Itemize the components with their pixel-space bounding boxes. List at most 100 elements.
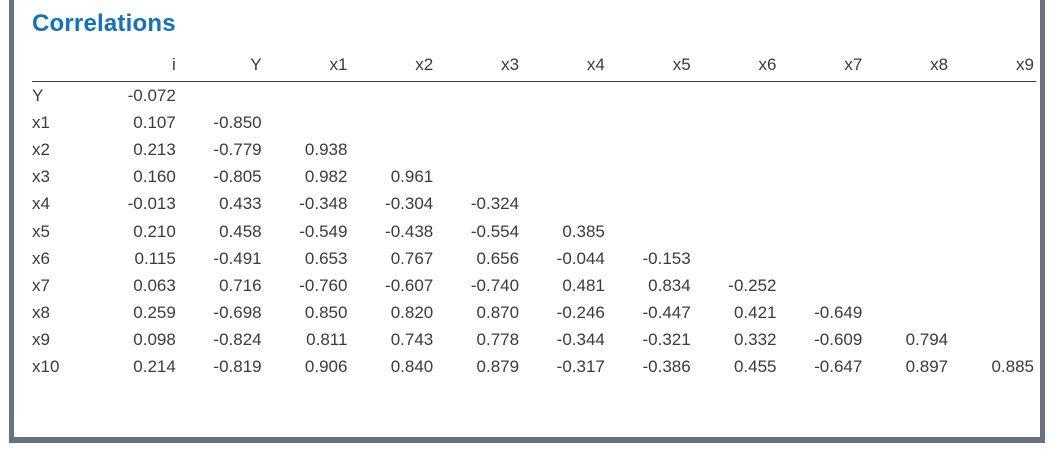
row-label: x2 bbox=[32, 139, 50, 159]
correlation-cell bbox=[950, 300, 1036, 327]
correlation-cell: 0.656 bbox=[476, 248, 520, 268]
correlation-cell bbox=[264, 109, 350, 136]
column-header: x1 bbox=[263, 53, 350, 82]
correlation-cell: 0.850 bbox=[304, 303, 348, 323]
correlation-cell bbox=[950, 82, 1036, 110]
correlation-cell: 0.897 bbox=[905, 357, 949, 377]
correlation-cell: 0.743 bbox=[390, 330, 434, 350]
correlation-cell bbox=[521, 82, 607, 110]
correlation-cell: -0.321 bbox=[642, 330, 691, 350]
table-row: x1 0.107 -0.850 bbox=[32, 109, 1036, 136]
correlation-cell bbox=[693, 109, 779, 136]
column-header: i bbox=[92, 53, 178, 82]
correlation-cell bbox=[693, 191, 779, 218]
correlation-cell: -0.438 bbox=[385, 221, 434, 241]
correlation-cell bbox=[950, 136, 1036, 163]
correlation-cell: -0.554 bbox=[470, 221, 520, 241]
correlation-cell bbox=[779, 218, 865, 245]
correlation-cell: 0.794 bbox=[905, 330, 949, 350]
correlation-cell: -0.344 bbox=[556, 330, 605, 350]
row-label: x6 bbox=[32, 248, 50, 268]
correlation-cell bbox=[693, 82, 779, 110]
correlation-cell: 0.870 bbox=[476, 303, 520, 323]
table-row: x7 0.063 0.716 -0.760 -0.607 -0.740 0.481 0.834… bbox=[32, 272, 1036, 299]
correlation-cell bbox=[435, 109, 521, 136]
table-body: Y -0.072 x1 0.107 -0.850 x2 0.213 -0.779 0.938 x3… bbox=[32, 82, 1036, 382]
correlation-cell bbox=[349, 82, 435, 110]
column-header: x8 bbox=[864, 53, 951, 82]
correlation-cell: -0.819 bbox=[213, 357, 262, 377]
correlation-cell: 0.885 bbox=[991, 357, 1034, 377]
correlation-cell: -0.386 bbox=[642, 357, 691, 377]
correlation-cell: -0.044 bbox=[556, 248, 605, 268]
correlation-cell: 0.098 bbox=[133, 330, 176, 350]
correlation-cell bbox=[779, 109, 865, 136]
correlation-cell bbox=[693, 136, 779, 163]
correlation-cell: 0.879 bbox=[476, 357, 520, 377]
correlation-cell bbox=[521, 136, 607, 163]
correlation-cell: 0.767 bbox=[390, 248, 434, 268]
table-row: x4 -0.013 0.433 -0.348 -0.304 -0.324 bbox=[32, 191, 1036, 218]
correlation-cell bbox=[864, 164, 950, 191]
correlation-cell: -0.698 bbox=[213, 303, 262, 323]
correlation-cell: -0.609 bbox=[814, 330, 863, 350]
correlation-cell bbox=[521, 164, 607, 191]
correlation-cell bbox=[693, 218, 779, 245]
correlation-cell: -0.740 bbox=[470, 275, 520, 295]
correlation-cell bbox=[950, 191, 1036, 218]
correlation-cell: 0.811 bbox=[306, 330, 348, 350]
column-header: x5 bbox=[606, 53, 693, 82]
row-label: x9 bbox=[32, 330, 50, 350]
correlation-cell: 0.210 bbox=[133, 221, 176, 241]
correlation-cell: -0.153 bbox=[642, 248, 691, 268]
table-row: x3 0.160 -0.805 0.982 0.961 bbox=[32, 164, 1036, 191]
correlation-cell: -0.252 bbox=[728, 275, 777, 295]
correlation-cell bbox=[607, 218, 693, 245]
correlation-cell: 0.458 bbox=[219, 221, 262, 241]
correlation-cell bbox=[607, 164, 693, 191]
correlation-cell bbox=[435, 136, 521, 163]
correlation-cell: -0.072 bbox=[127, 85, 176, 105]
correlation-cell bbox=[521, 109, 607, 136]
correlation-cell bbox=[607, 191, 693, 218]
table-row: Y -0.072 bbox=[32, 82, 1036, 110]
correlation-cell bbox=[950, 164, 1036, 191]
correlation-cell: 0.834 bbox=[648, 275, 691, 295]
correlation-cell: -0.850 bbox=[213, 112, 262, 132]
row-label: x1 bbox=[32, 112, 50, 132]
correlation-cell: 0.938 bbox=[304, 139, 348, 159]
correlation-cell: 0.421 bbox=[733, 303, 777, 323]
correlation-cell bbox=[864, 136, 950, 163]
correlation-cell: 0.115 bbox=[134, 248, 176, 268]
correlation-cell bbox=[178, 82, 264, 110]
table-row: x10 0.214 -0.819 0.906 0.840 0.879 -0.317 -0.38… bbox=[32, 354, 1036, 381]
correlation-cell: -0.348 bbox=[299, 194, 348, 214]
correlation-cell: -0.013 bbox=[127, 194, 176, 214]
correlation-cell: -0.760 bbox=[299, 275, 348, 295]
row-label: Y bbox=[32, 85, 44, 105]
table-row: x2 0.213 -0.779 0.938 bbox=[32, 136, 1036, 163]
correlation-cell bbox=[864, 272, 950, 299]
column-header: x7 bbox=[778, 53, 865, 82]
row-label: x10 bbox=[32, 357, 60, 377]
correlation-cell: -0.324 bbox=[470, 194, 520, 214]
correlation-cell bbox=[950, 109, 1036, 136]
correlation-cell: -0.649 bbox=[814, 303, 863, 323]
page-title: Correlations bbox=[32, 10, 176, 37]
correlation-cell: 0.455 bbox=[733, 357, 777, 377]
table-row: x8 0.259 -0.698 0.850 0.820 0.870 -0.246 -0.447… bbox=[32, 300, 1036, 327]
correlation-cell bbox=[607, 82, 693, 110]
correlation-cell: -0.607 bbox=[385, 275, 434, 295]
correlation-cell: 0.820 bbox=[390, 303, 434, 323]
row-label: x7 bbox=[32, 275, 50, 295]
row-label: x5 bbox=[32, 221, 50, 241]
correlation-cell: 0.716 bbox=[219, 275, 262, 295]
column-header: Y bbox=[177, 53, 264, 82]
correlation-cell: 0.160 bbox=[133, 167, 176, 187]
correlation-cell: -0.647 bbox=[814, 357, 863, 377]
correlation-cell: 0.332 bbox=[733, 330, 777, 350]
